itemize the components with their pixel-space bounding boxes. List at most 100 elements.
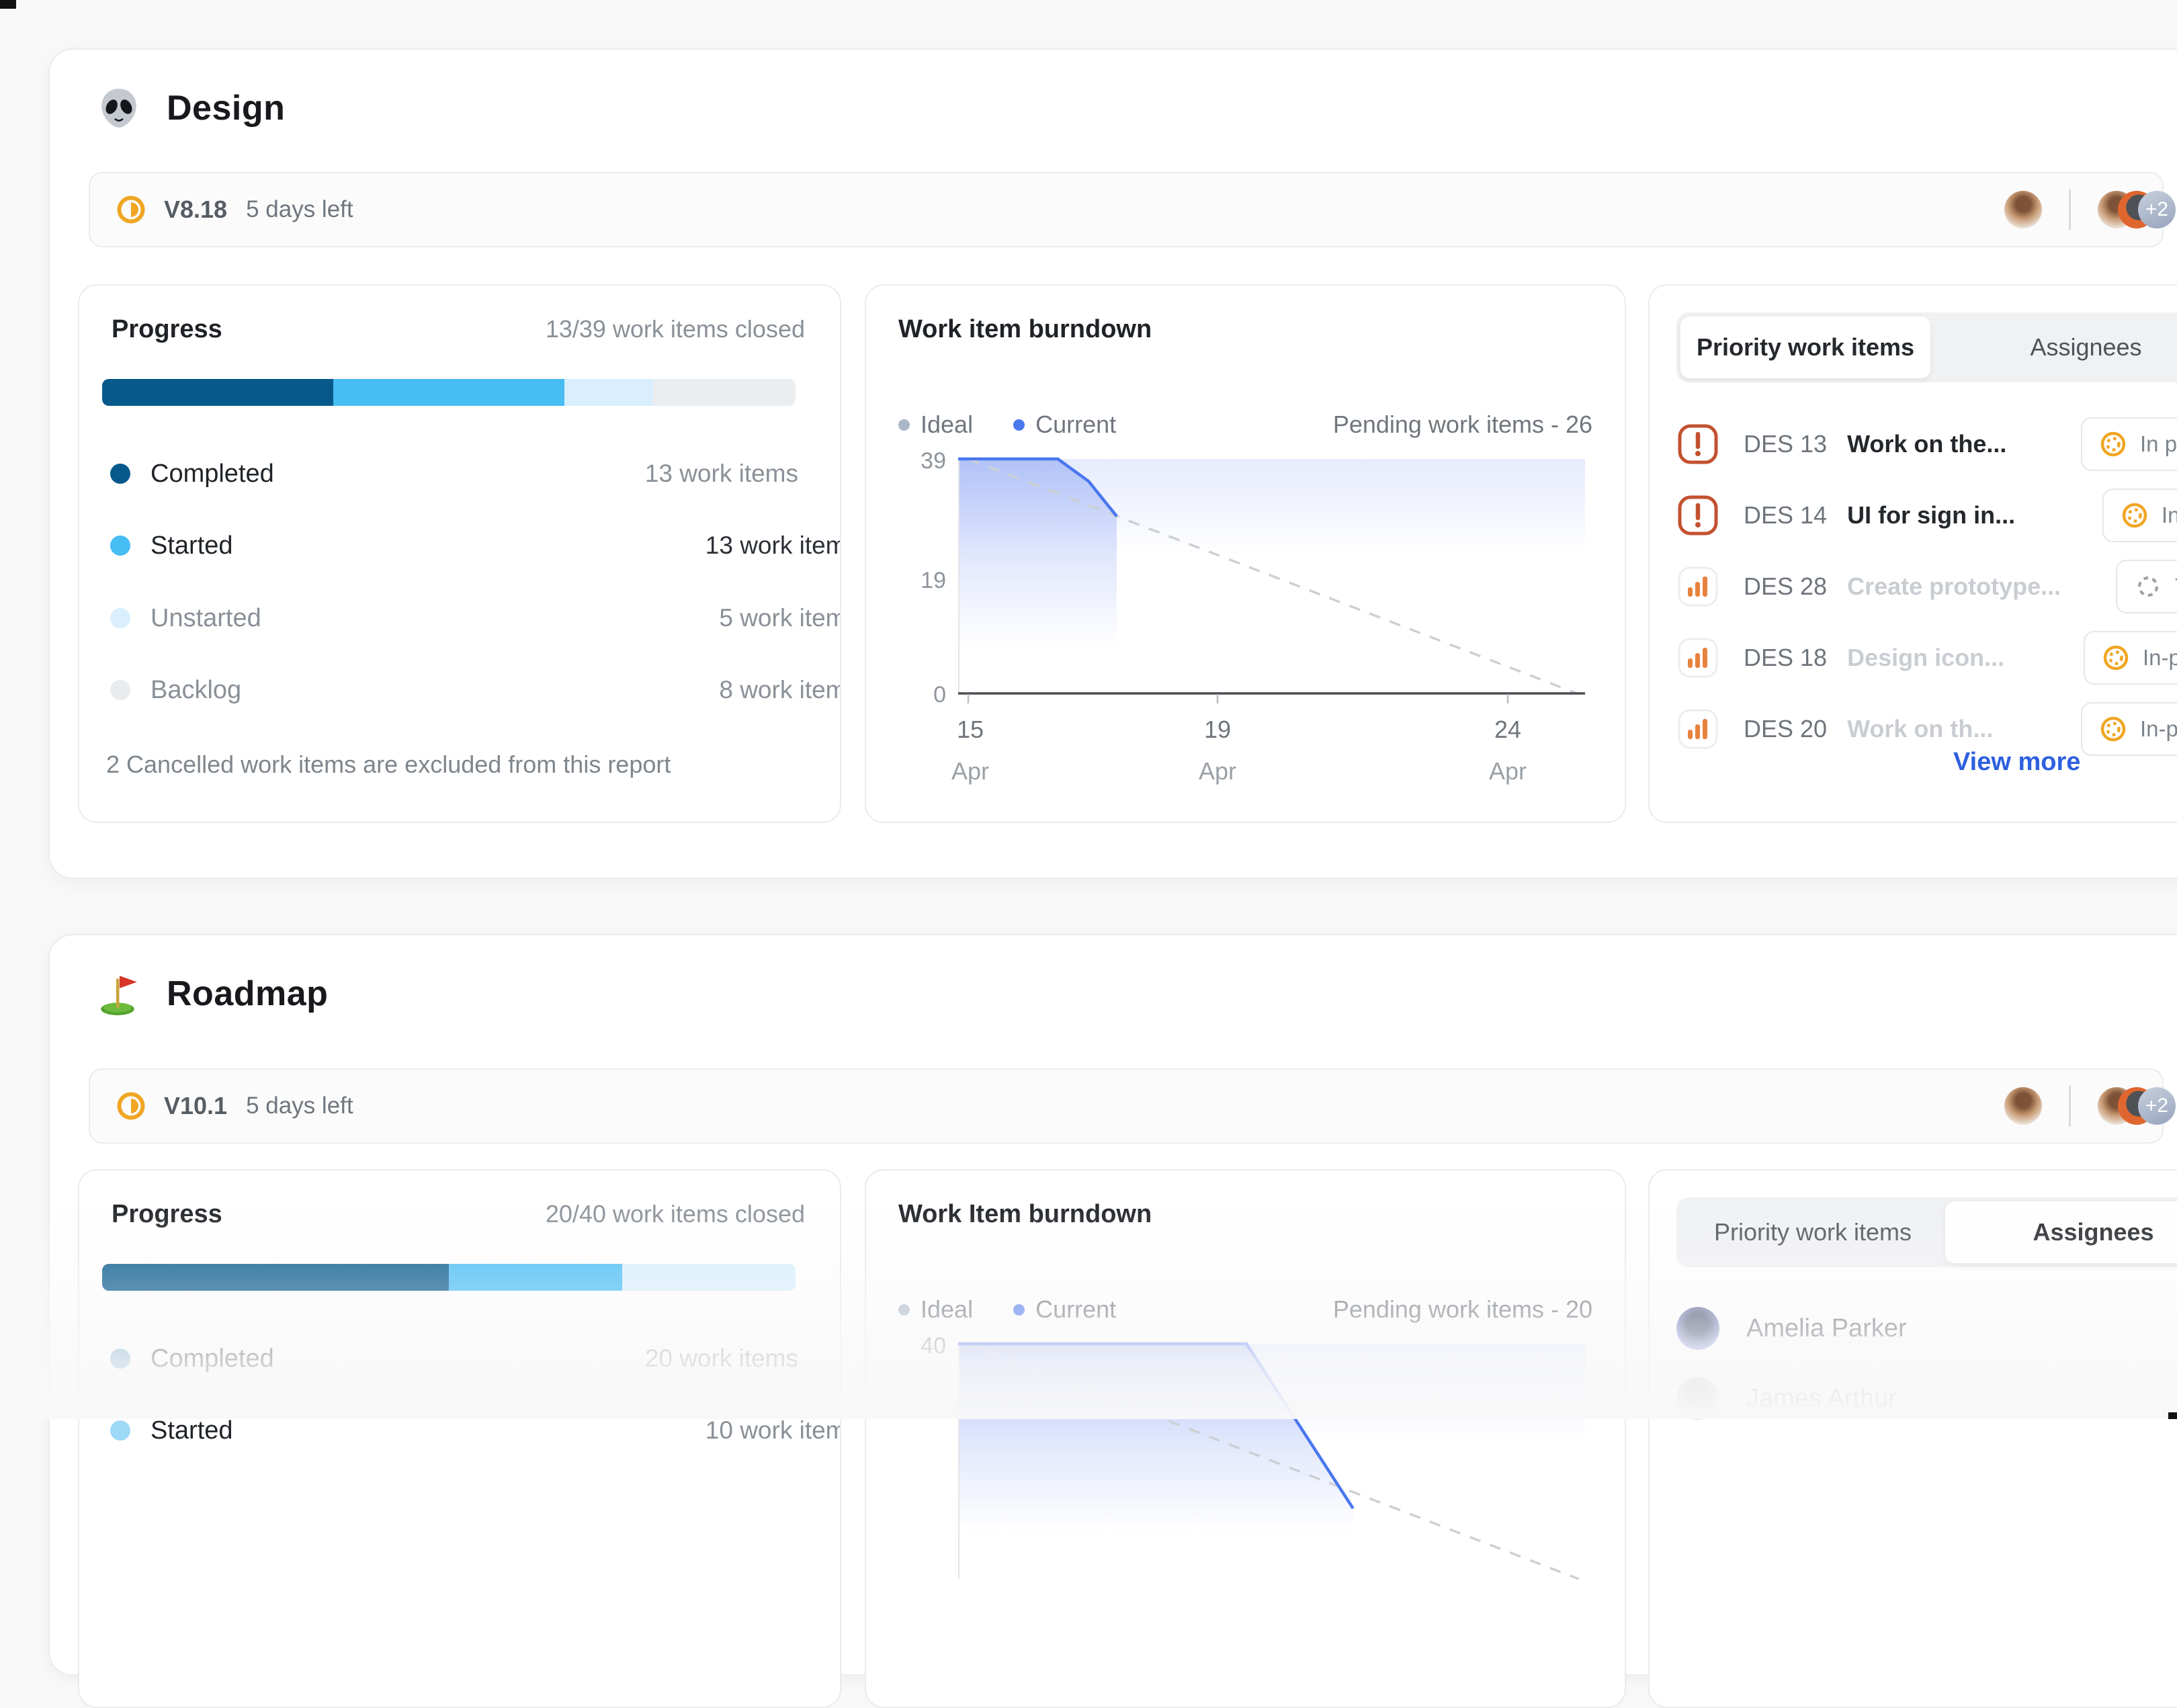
progress-title: Progress [112, 315, 222, 343]
current-dot-icon [1013, 1304, 1025, 1316]
progress-card: Progress 20/40 work items closed Complet… [78, 1169, 841, 1708]
legend-ideal: Ideal [898, 1295, 973, 1324]
in-progress-icon [2100, 716, 2126, 742]
work-item-row[interactable]: DES 28 Create prototype... Todo [1676, 560, 2177, 613]
tab-bar: Priority work items Assignees [1676, 1197, 2177, 1267]
assignee-row[interactable]: Amelia Parker [1676, 1305, 1907, 1352]
completed-dot-icon [110, 464, 130, 484]
view-more-link[interactable]: View more [1953, 748, 2081, 776]
progress-card: Progress 13/39 work items closed Complet… [78, 284, 841, 823]
status-badge[interactable]: In-progress [2081, 702, 2177, 756]
cancelled-note: 2 Cancelled work items are excluded from… [106, 751, 671, 778]
tab-assignees[interactable]: Assignees [1945, 1201, 2177, 1263]
avatar-divider [2069, 189, 2071, 230]
tab-priority-work-items[interactable]: Priority work items [1680, 316, 1930, 378]
cycle-days-left: 5 days left [246, 1093, 353, 1119]
avatar[interactable] [2004, 191, 2042, 228]
legend-row-unstarted: Unstarted 5 work items [110, 602, 840, 634]
cycle-name: V8.18 [164, 196, 228, 223]
status-badge[interactable]: Todo [2116, 560, 2177, 613]
progress-segment-unstarted [622, 1264, 796, 1291]
flag-in-hole-icon [101, 976, 137, 1015]
legend-row-backlog: Backlog 8 work items [110, 674, 840, 706]
high-priority-icon [1678, 709, 1718, 749]
y-tick: 40 [921, 1333, 946, 1359]
cycle-bar[interactable]: V10.1 5 days left +2 [89, 1068, 2176, 1144]
avatar-overflow-count[interactable]: +2 [2138, 1087, 2176, 1125]
started-dot-icon [110, 1420, 130, 1441]
legend-current: Current [1013, 1295, 1116, 1324]
progress-title: Progress [112, 1200, 222, 1228]
legend-row-completed: Completed 13 work items [110, 458, 840, 490]
progress-closed-count: 13/39 work items closed [545, 315, 805, 343]
high-priority-icon [1678, 638, 1718, 678]
work-item-row[interactable]: DES 14 UI for sign in... In progress [1676, 488, 2177, 542]
avatar [1676, 1377, 1719, 1420]
alien-icon [101, 89, 136, 128]
status-badge[interactable]: In progress [2102, 488, 2177, 542]
x-tick: 24 Apr [1488, 716, 1527, 785]
assignee-row[interactable]: James Arthur [1676, 1375, 1897, 1422]
high-priority-icon [1678, 566, 1718, 607]
cycle-avatars[interactable]: +2 [2004, 189, 2176, 230]
burndown-chart: 39 19 0 [921, 448, 1585, 785]
y-tick: 0 [933, 682, 946, 708]
assignees-card: Priority work items Assignees Amelia Par… [1648, 1169, 2177, 1708]
progress-segment-completed [102, 379, 333, 406]
x-tick: 15 Apr [951, 716, 990, 785]
avatar-group[interactable]: +2 [2098, 191, 2176, 228]
cycle-bar[interactable]: V8.18 5 days left +2 [89, 172, 2176, 247]
progress-bar [102, 379, 796, 406]
backlog-dot-icon [110, 680, 130, 700]
progress-segment-completed [102, 1264, 449, 1291]
design-section-card: Design V8.18 5 days left +2 Progress 13/… [48, 48, 2177, 879]
ideal-dot-icon [898, 419, 910, 431]
status-badge[interactable]: In-progress [2084, 631, 2177, 685]
section-title: Roadmap [167, 974, 329, 1013]
urgent-priority-icon [1678, 424, 1718, 464]
legend-row-started: Started 10 work items [110, 1414, 840, 1447]
avatar [1676, 1307, 1719, 1350]
todo-icon [2138, 577, 2158, 597]
cycle-icon [117, 196, 145, 224]
progress-segment-unstarted [564, 379, 654, 406]
priority-card: Priority work items Assignees DES 13 Wor… [1648, 284, 2177, 823]
tab-assignees[interactable]: Assignees [2030, 333, 2142, 361]
started-dot-icon [110, 536, 130, 556]
avatar[interactable] [2004, 1087, 2042, 1125]
progress-bar [102, 1264, 796, 1291]
burndown-card: Work item burndown Ideal Current Pending… [865, 284, 1626, 823]
completed-dot-icon [110, 1349, 130, 1369]
ideal-dot-icon [898, 1304, 910, 1316]
cycle-name: V10.1 [164, 1092, 228, 1119]
legend-row-completed: Completed 20 work items [110, 1342, 840, 1375]
burndown-card: Work Item burndown Ideal Current Pending… [865, 1169, 1626, 1708]
progress-segment-started [449, 1264, 622, 1291]
urgent-priority-icon [1678, 495, 1718, 536]
cycle-avatars[interactable]: +2 [2004, 1085, 2176, 1127]
tab-priority-work-items[interactable]: Priority work items [1713, 1218, 1912, 1246]
avatar-group[interactable]: +2 [2098, 1087, 2176, 1125]
avatar-overflow-count[interactable]: +2 [2138, 191, 2176, 228]
in-progress-icon [2100, 431, 2126, 457]
unstarted-dot-icon [110, 608, 130, 628]
work-item-row[interactable]: DES 20 Work on th... In-progress [1676, 702, 2177, 756]
y-tick: 39 [921, 448, 946, 474]
in-progress-icon [2122, 503, 2147, 528]
in-progress-icon [2103, 645, 2129, 671]
corner-artifact [0, 0, 16, 9]
work-item-row[interactable]: DES 13 Work on the... In progress [1676, 417, 2177, 471]
progress-segment-backlog [653, 379, 796, 406]
status-badge[interactable]: In progress [2081, 417, 2177, 471]
roadmap-section-header: Roadmap [97, 972, 328, 1016]
roadmap-section-card: Roadmap V10.1 5 days left +2 Progress 20… [48, 934, 2177, 1708]
cycle-icon [117, 1092, 145, 1120]
design-section-header: Design [97, 86, 285, 130]
tab-bar: Priority work items Assignees [1676, 312, 2177, 382]
section-title: Design [167, 89, 286, 128]
x-tick: 19 Apr [1198, 716, 1237, 785]
work-item-row[interactable]: DES 18 Design icon... In-progress [1676, 631, 2177, 685]
legend-ideal: Ideal [898, 411, 973, 439]
corner-artifact [2168, 1412, 2177, 1419]
pending-work-items: Pending work items - 20 [1332, 1295, 1592, 1323]
